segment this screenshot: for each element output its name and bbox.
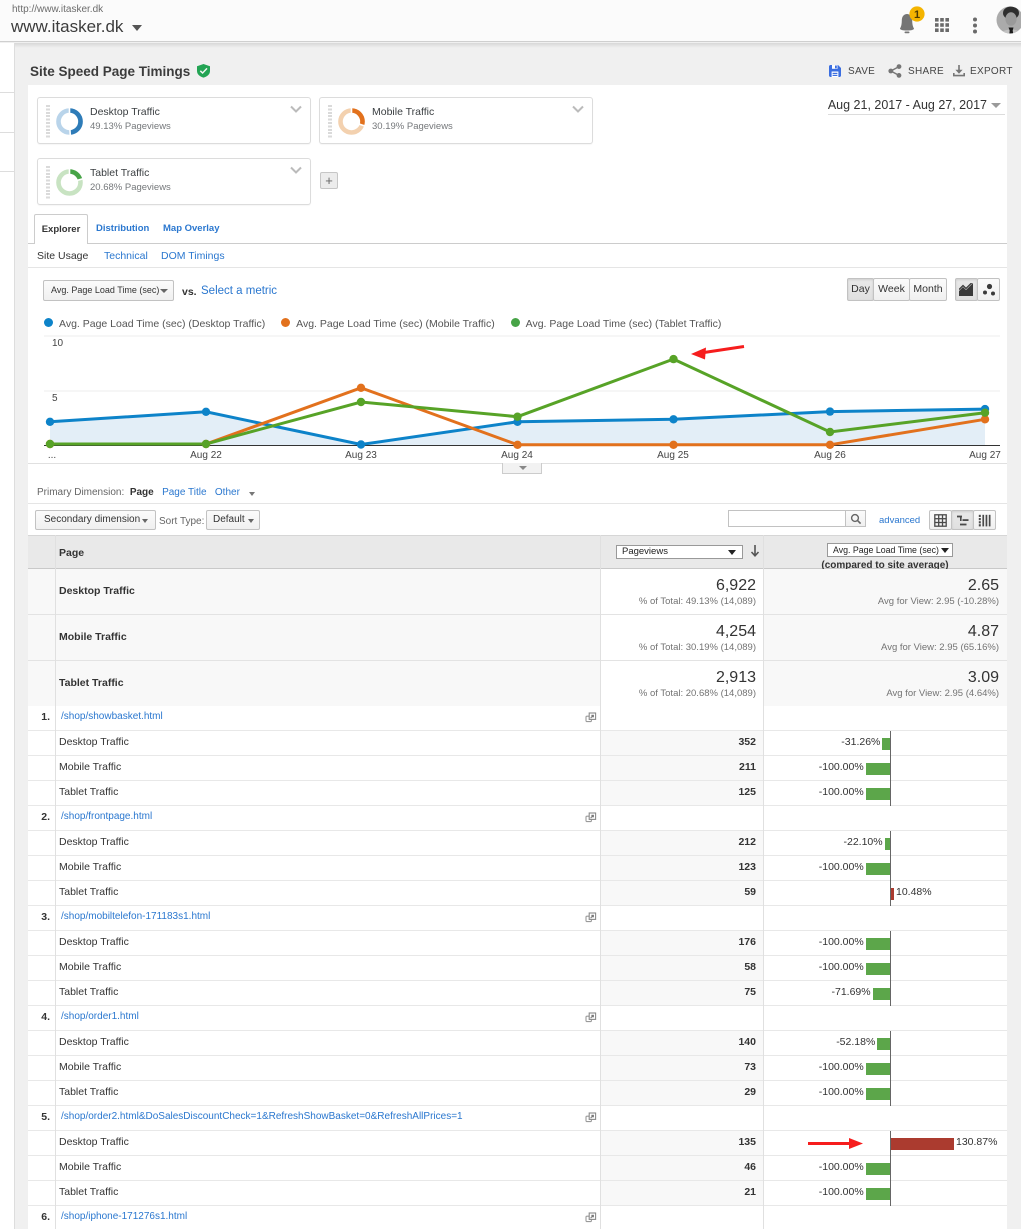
svg-text:Aug 24: Aug 24 (501, 450, 533, 461)
svg-text:Aug 26: Aug 26 (814, 450, 846, 461)
svg-text:Aug 27: Aug 27 (969, 450, 1001, 461)
svg-text:...: ... (48, 450, 56, 461)
svg-text:1: 1 (914, 9, 920, 21)
svg-text:10: 10 (52, 338, 64, 349)
svg-text:Aug 22: Aug 22 (190, 450, 222, 461)
svg-text:Aug 25: Aug 25 (657, 450, 689, 461)
svg-text:5: 5 (52, 393, 58, 404)
svg-text:Aug 23: Aug 23 (345, 450, 377, 461)
